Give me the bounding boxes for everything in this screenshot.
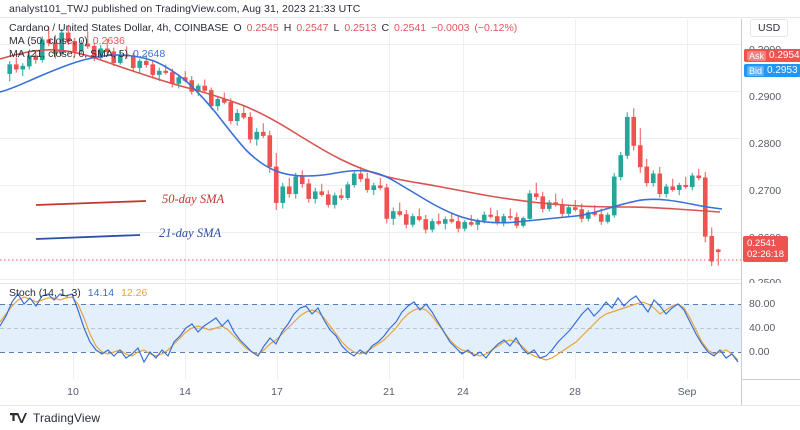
stoch-tick-2: 0.00: [749, 346, 770, 358]
ma50-line: [0, 49, 721, 213]
sma50-annotation-label: 50-day SMA: [162, 192, 225, 206]
stoch-k-line: [0, 292, 739, 364]
ask-price-badge[interactable]: Ask 0.2954: [744, 49, 800, 62]
time-tick-4: 24: [457, 386, 469, 398]
axis-corner: [741, 379, 800, 405]
time-tick-2: 17: [271, 386, 283, 398]
time-tick-5: 28: [569, 386, 581, 398]
stoch-title: Stoch (14, 1, 3): [9, 287, 81, 299]
stoch-k-value: 14.14: [87, 287, 115, 299]
ask-label: Ask: [747, 50, 767, 61]
footer: TradingView: [0, 405, 800, 430]
last-price-countdown: 02:26:18: [747, 249, 784, 260]
bid-price-badge[interactable]: Bid 0.2953: [744, 64, 800, 77]
tradingview-logo-icon: [10, 412, 27, 423]
last-price-badge[interactable]: 0.2541 02:26:18: [743, 236, 788, 262]
price-tick-1: 0.2900: [749, 91, 782, 103]
stoch-tick-1: 40.00: [749, 322, 776, 334]
publication-header-text: analyst101_TWJ published on TradingView.…: [9, 2, 361, 15]
tradingview-brand: TradingView: [33, 411, 101, 425]
sma21-annotation-label: 21-day SMA: [159, 226, 222, 240]
stochastic-legend: Stoch (14, 1, 3) 14.14 12.26: [9, 287, 147, 299]
time-tick-0: 10: [67, 386, 79, 398]
price-chart-svg: [0, 19, 741, 282]
last-price-value: 0.2541: [747, 238, 777, 249]
ask-value: 0.2954: [769, 50, 800, 61]
stochastic-axis[interactable]: 80.00 40.00 0.00: [741, 283, 800, 379]
bid-value: 0.2953: [767, 65, 798, 76]
bid-label: Bid: [747, 65, 765, 76]
time-tick-1: 14: [179, 386, 191, 398]
stochastic-svg: [0, 284, 741, 379]
stoch-d-value: 12.26: [121, 287, 148, 299]
stoch-gridlines-vertical: [73, 284, 688, 379]
price-chart-pane[interactable]: Cardano / United States Dollar, 4h, COIN…: [0, 19, 741, 282]
price-gridlines-horizontal: [0, 44, 741, 280]
ma21-line: [0, 54, 723, 224]
price-tick-3: 0.2700: [749, 185, 782, 197]
price-tick-2: 0.2800: [749, 138, 782, 150]
stochastic-pane[interactable]: Stoch (14, 1, 3) 14.14 12.26: [0, 283, 741, 379]
price-gridlines-vertical: [73, 19, 688, 282]
stoch-tick-0: 80.00: [749, 298, 776, 310]
candlestick-series: [7, 24, 721, 267]
time-axis[interactable]: 10 14 17 21 24 28 Sep: [0, 379, 741, 405]
stoch-band-fill: [0, 304, 741, 352]
time-tick-6: Sep: [677, 386, 697, 398]
publication-header: analyst101_TWJ published on TradingView.…: [0, 0, 800, 18]
time-tick-3: 21: [383, 386, 395, 398]
price-axis-unit: USD: [750, 19, 789, 37]
